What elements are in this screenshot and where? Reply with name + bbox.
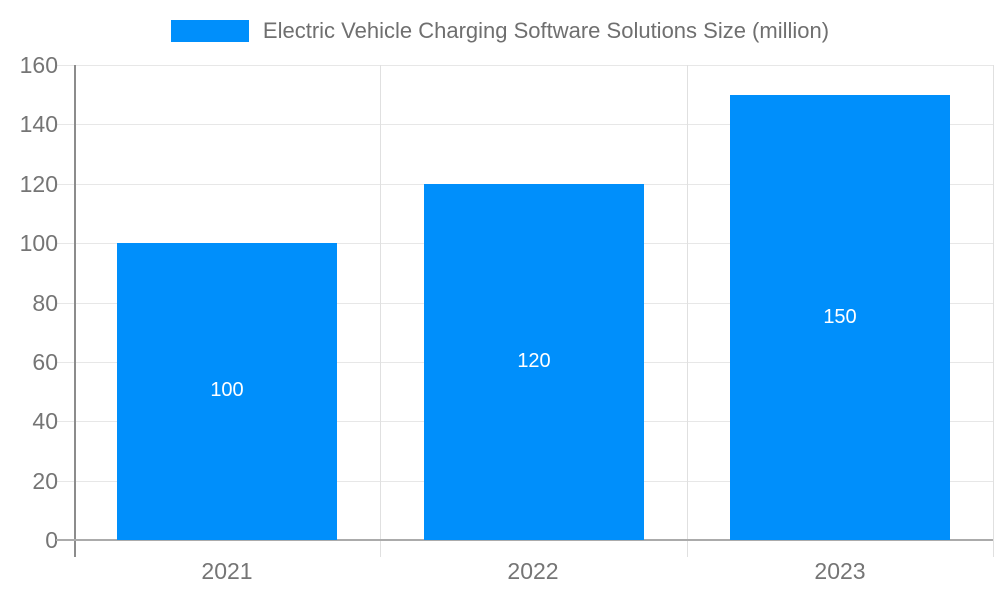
x-tick-label: 2023	[814, 558, 866, 584]
y-tick-label: 140	[19, 111, 58, 137]
x-tick-label: 2022	[507, 558, 559, 584]
bar-value-label: 100	[210, 379, 244, 401]
y-tick-label: 120	[19, 171, 58, 197]
y-tick-label: 160	[19, 52, 58, 78]
y-tick-label: 60	[32, 349, 58, 375]
category-separator	[687, 65, 688, 557]
x-tick-label: 2021	[201, 558, 253, 584]
bar: 150	[730, 95, 950, 540]
gridline	[56, 124, 993, 125]
y-tick-label: 100	[19, 230, 58, 256]
y-tick-label: 40	[32, 408, 58, 434]
bar: 120	[424, 184, 644, 540]
bar-value-label: 150	[823, 306, 857, 328]
y-tick-label: 20	[32, 468, 58, 494]
legend-label: Electric Vehicle Charging Software Solut…	[262, 18, 830, 43]
bar-value-label: 120	[517, 350, 551, 372]
bar: 100	[117, 243, 337, 540]
y-tick-label: 80	[32, 290, 58, 316]
gridline	[56, 65, 993, 66]
legend-swatch	[170, 20, 249, 42]
category-separator	[380, 65, 381, 557]
legend: Electric Vehicle Charging Software Solut…	[0, 14, 1000, 48]
x-axis-line	[56, 539, 993, 541]
y-tick-label: 0	[45, 527, 58, 553]
y-axis-line	[74, 65, 76, 557]
plot-right-border	[993, 65, 994, 557]
